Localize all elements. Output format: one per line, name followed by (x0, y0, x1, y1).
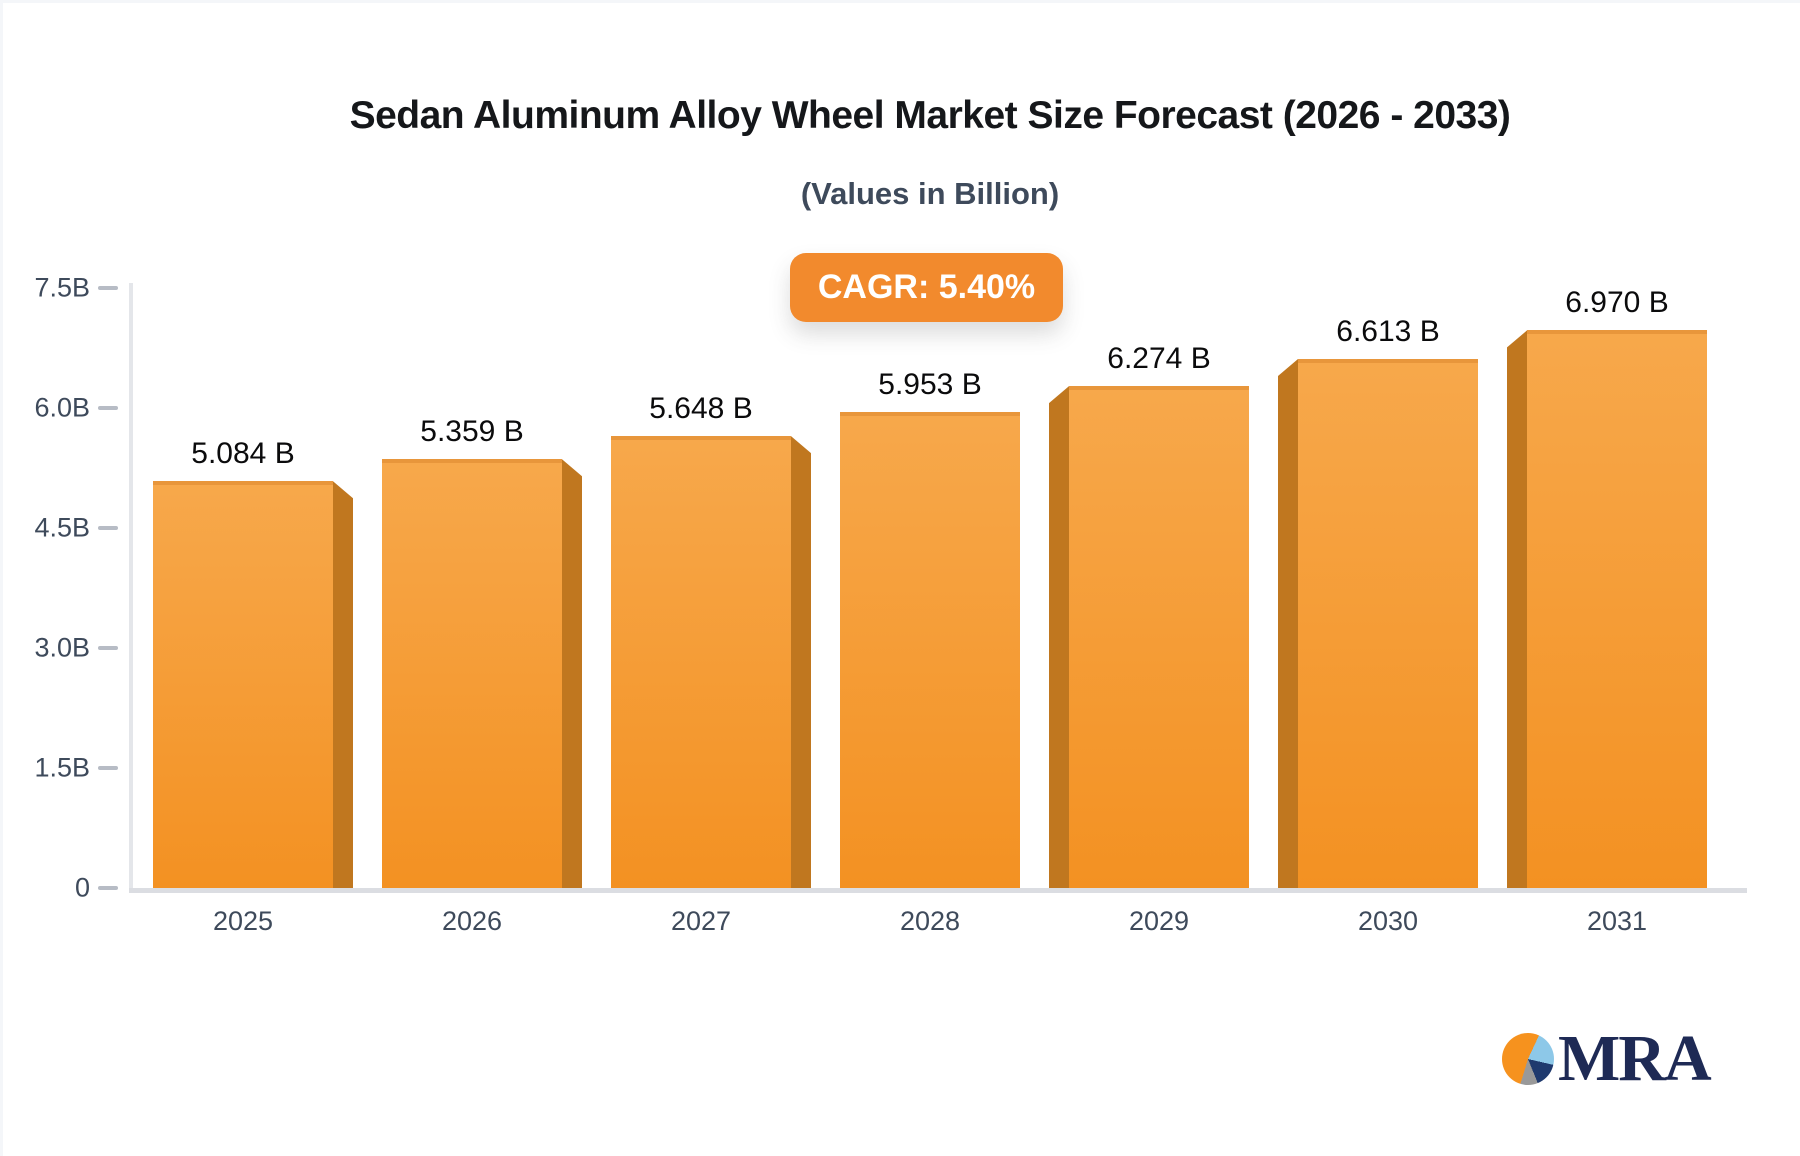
x-axis-label-2030: 2030 (1357, 906, 1419, 936)
bar-value-label: 5.359 B (420, 415, 524, 449)
bar-side-face-2027 (791, 436, 811, 888)
x-axis (129, 888, 1747, 893)
bar-value-label: 5.953 B (878, 367, 982, 401)
y-axis-tick-mark (98, 406, 118, 410)
y-axis-tick-label: 6.0B (34, 392, 90, 423)
bar-value-label: 6.274 B (1107, 342, 1211, 376)
y-axis-tick-mark (98, 526, 118, 530)
y-axis-tick-mark (98, 286, 118, 290)
y-axis-tick-label: 4.5B (34, 512, 90, 543)
x-axis-label-2025: 2025 (212, 906, 274, 936)
y-axis-tick-label: 0 (74, 872, 90, 903)
bar-2031 (1527, 330, 1707, 888)
y-axis-tick-mark (98, 766, 118, 770)
chart-title: Sedan Aluminum Alloy Wheel Market Size F… (349, 94, 1511, 137)
x-axis-label-2027: 2027 (670, 906, 732, 936)
x-axis-label-2029: 2029 (1128, 906, 1190, 936)
y-axis (129, 283, 133, 893)
y-axis-tick-label: 1.5B (34, 752, 90, 783)
y-axis-tick-mark (98, 646, 118, 650)
bar-side-face-2030 (1278, 358, 1298, 888)
bar-side-face-2026 (562, 459, 582, 888)
bar-value-label: 6.613 B (1336, 314, 1440, 348)
cagr-badge-label: CAGR: 5.40% (817, 268, 1036, 306)
x-axis-label-2026: 2026 (441, 906, 503, 936)
cagr-badge: CAGR: 5.40% (790, 253, 1063, 322)
bar-2027 (611, 436, 791, 888)
y-axis-tick-label: 7.5B (34, 272, 90, 303)
bar-side-face-2031 (1507, 330, 1527, 888)
bar-side-face-2029 (1049, 386, 1069, 888)
bar-value-label: 5.084 B (191, 437, 295, 471)
chart-subtitle: (Values in Billion) (800, 176, 1060, 211)
bar-value-label: 6.970 B (1565, 286, 1669, 320)
logo-text: MRA (1558, 1022, 1712, 1095)
y-axis-tick-label: 3.0B (34, 632, 90, 663)
mra-logo: MRA (1502, 1022, 1712, 1095)
bar-2028 (840, 411, 1020, 888)
bar-2030 (1298, 358, 1478, 888)
bar-2029 (1069, 386, 1249, 888)
bar-value-label: 5.648 B (649, 392, 753, 426)
y-axis-tick-mark (98, 886, 118, 890)
bar-2025 (153, 481, 333, 888)
x-axis-label-2031: 2031 (1586, 906, 1648, 936)
x-axis-label-2028: 2028 (899, 906, 961, 936)
bar-2026 (382, 459, 562, 888)
pie-chart-icon (1502, 1033, 1554, 1085)
bar-side-face-2025 (333, 481, 353, 888)
